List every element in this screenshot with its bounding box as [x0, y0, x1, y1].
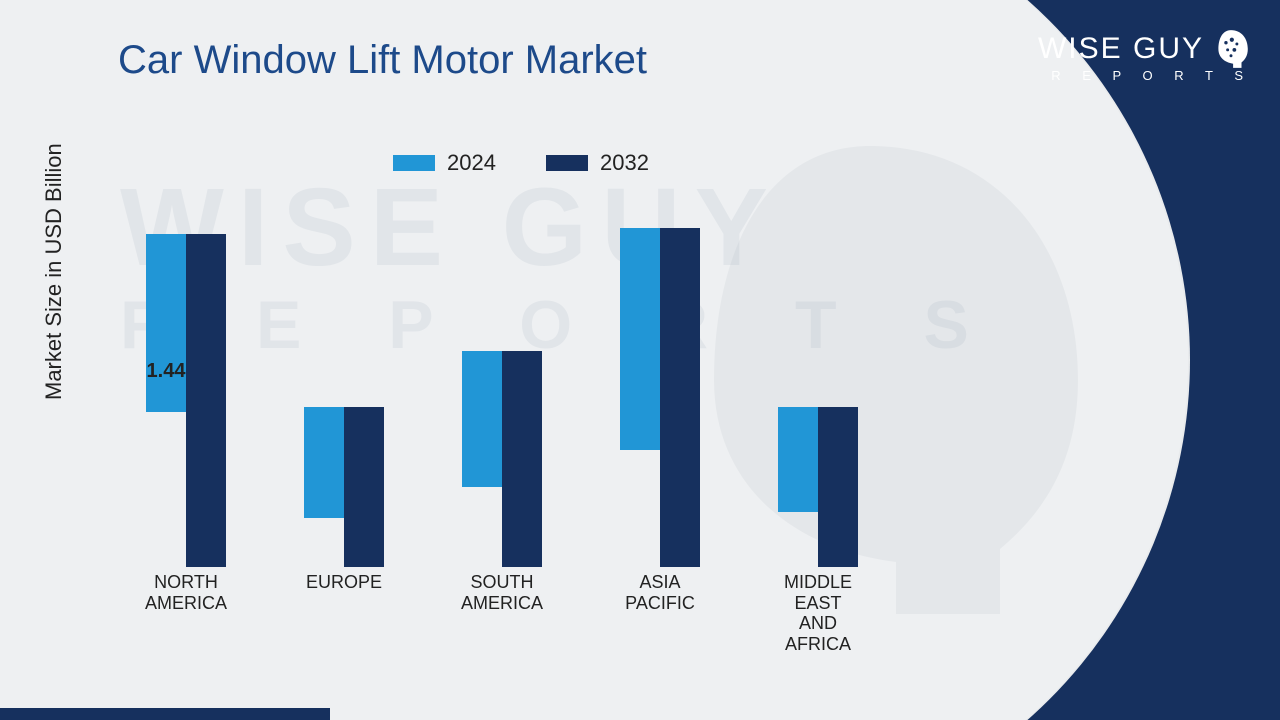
x-axis-label: SOUTHAMERICA: [442, 572, 562, 613]
stage: WISE GUY R E P O R T S WISE GUY R E P O …: [0, 0, 1280, 720]
brand-logo: WISE GUY R E P O R T S: [1038, 28, 1252, 83]
bar-group: [600, 228, 720, 567]
x-axis-label: NORTHAMERICA: [126, 572, 246, 613]
legend-label-2032: 2032: [600, 150, 649, 176]
bar: [620, 228, 660, 450]
bar: [146, 234, 186, 412]
bar: [818, 407, 858, 567]
brand-line1: WISE GUY: [1038, 32, 1204, 66]
bar-group: [442, 351, 562, 567]
legend-item-2032: 2032: [546, 150, 649, 176]
legend-swatch-2024: [393, 155, 435, 171]
y-axis-label: Market Size in USD Billion: [41, 143, 67, 400]
legend-swatch-2032: [546, 155, 588, 171]
bar-group: [284, 407, 404, 567]
bar-group: [126, 234, 246, 567]
chart-title: Car Window Lift Motor Market: [118, 38, 647, 83]
bar: [462, 351, 502, 487]
legend-item-2024: 2024: [393, 150, 496, 176]
x-axis-label: MIDDLEEASTANDAFRICA: [758, 572, 878, 655]
chart: Market Size in USD Billion 2024 2032 1.4…: [60, 150, 930, 650]
bar-group: [758, 407, 878, 567]
x-axis-labels: NORTHAMERICA EUROPE SOUTHAMERICA ASIAPACIFI…: [126, 572, 916, 652]
x-axis-label: EUROPE: [284, 572, 404, 593]
bar: [660, 228, 700, 567]
bar: [304, 407, 344, 518]
plot-area: 1.44: [126, 198, 916, 568]
bar: [186, 234, 226, 567]
bar: [502, 351, 542, 567]
legend: 2024 2032: [126, 150, 916, 176]
legend-label-2024: 2024: [447, 150, 496, 176]
bar: [344, 407, 384, 567]
brand-head-icon: [1210, 28, 1252, 70]
x-axis-label: ASIAPACIFIC: [600, 572, 720, 613]
data-label: 1.44: [147, 360, 186, 383]
bar: [778, 407, 818, 512]
bottom-accent-bar: [0, 708, 330, 720]
brand-line2: R E P O R T S: [1038, 68, 1252, 83]
